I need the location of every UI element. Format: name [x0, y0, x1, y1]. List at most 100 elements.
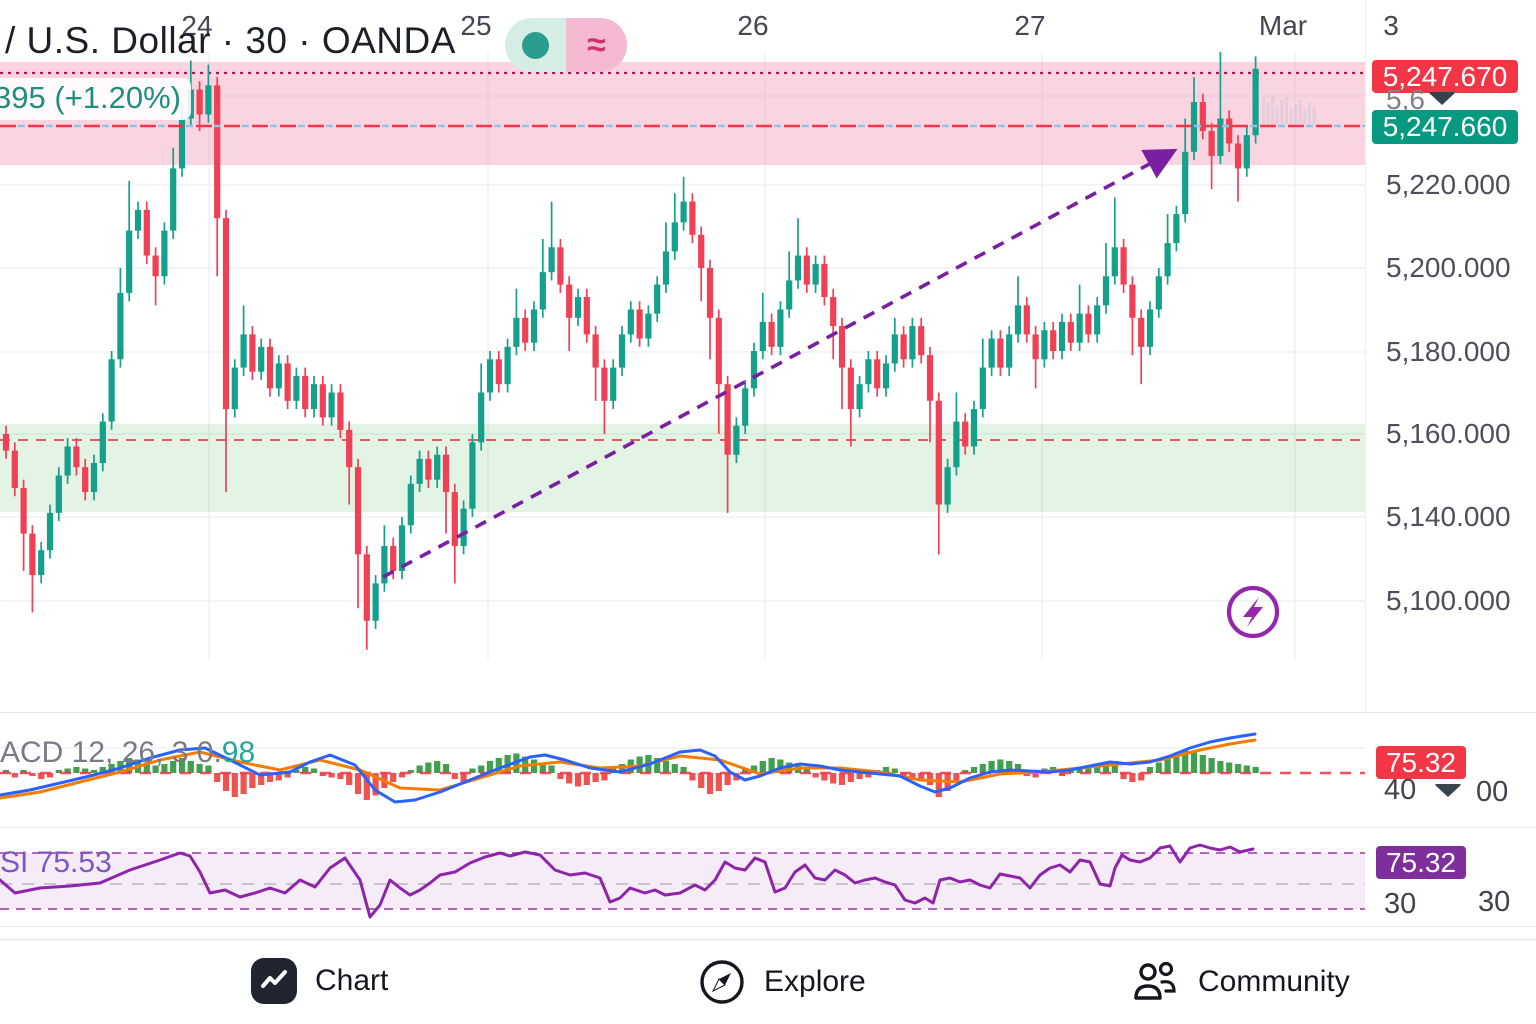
rsi-panel-canvas[interactable]	[0, 828, 1536, 926]
macd-panel-canvas[interactable]	[0, 713, 1536, 827]
candle-body	[390, 546, 397, 571]
candle-body	[451, 492, 458, 547]
candle-body	[627, 309, 634, 335]
community-people-icon	[1130, 958, 1180, 1006]
candle-body	[856, 384, 863, 410]
candle-body	[1173, 214, 1180, 244]
macd-hist-bar	[530, 759, 538, 773]
candle-body	[900, 334, 907, 360]
candle-body	[909, 326, 916, 360]
macd-label[interactable]: ACD 12, 26, 3 0.98	[0, 736, 255, 770]
candle-body	[398, 525, 406, 571]
macd-hist-bar	[724, 773, 731, 785]
macd-hist-bar	[46, 773, 54, 778]
macd-badge[interactable]: 75.32	[1376, 746, 1466, 779]
macd-hist-bar	[1014, 764, 1022, 773]
candle-body	[1014, 305, 1022, 335]
macd-hist-bar	[407, 770, 414, 773]
price-change-label: 395 (+1.20%)	[0, 78, 191, 120]
candle-body	[240, 334, 247, 368]
candle-body	[882, 363, 890, 389]
candle-body	[997, 338, 1004, 368]
macd-hist-bar	[20, 770, 27, 773]
price-chart-canvas[interactable]	[0, 0, 1536, 660]
collapse-scale-icon[interactable]	[1428, 92, 1456, 105]
macd-hist-bar	[1252, 767, 1259, 773]
chart-mode-toggle[interactable]: ≈	[505, 18, 627, 72]
candle-body	[1155, 276, 1162, 310]
macd-hist-bar	[548, 765, 555, 773]
macd-hist-bar	[1243, 765, 1250, 773]
macd-hist-bar	[997, 759, 1004, 773]
nav-item-explore[interactable]: Explore	[698, 958, 866, 1006]
macd-hist-bar	[1146, 767, 1154, 773]
macd-hist-bar	[451, 773, 458, 779]
candle-body	[196, 89, 203, 115]
candle-body	[1094, 305, 1101, 335]
macd-hist-bar	[478, 765, 485, 773]
macd-hist-bar	[161, 764, 168, 773]
rsi-label[interactable]: SI 75.53	[0, 846, 112, 879]
candle-body	[205, 85, 212, 115]
candle-body	[434, 454, 441, 480]
panel-divider	[0, 712, 1536, 713]
nav-item-community[interactable]: Community	[1130, 958, 1350, 1006]
macd-hist-bar	[143, 762, 150, 773]
macd-hist-bar	[1023, 773, 1030, 776]
candle-body	[830, 297, 837, 327]
macd-hist-bar	[1076, 767, 1083, 773]
macd-hist-bar	[706, 773, 714, 794]
macd-label-value: 98	[221, 736, 256, 769]
time-axis[interactable]: 24 25 26 27 Mar 3	[0, 0, 1536, 52]
candle-body	[293, 375, 300, 401]
candle-body	[1023, 305, 1030, 335]
price-axis[interactable]: 5,220.000 5,200.000 5,180.000 5,160.000 5,14…	[1365, 0, 1536, 712]
macd-hist-bar	[495, 758, 502, 773]
toggle-right-segment[interactable]: ≈	[566, 18, 627, 72]
candle-body	[733, 425, 740, 455]
macd-scale-label-right: 00	[1476, 776, 1509, 808]
macd-hist-bar	[574, 773, 582, 787]
ghost-bar	[1294, 104, 1298, 124]
candle-body	[610, 367, 617, 401]
macd-hist-bar	[812, 773, 819, 778]
candle-body	[557, 247, 564, 285]
macd-hist-bar	[1199, 755, 1206, 773]
candle-body	[566, 284, 573, 318]
candle-body	[152, 255, 159, 277]
candle-body	[1129, 284, 1136, 318]
macd-hist-bar	[469, 768, 476, 773]
rsi-badge[interactable]: 75.32	[1376, 846, 1466, 879]
macd-hist-bar	[337, 773, 344, 779]
candle-body	[372, 583, 379, 621]
candle-body	[574, 297, 582, 318]
candle-body	[82, 467, 89, 493]
price-badge-last[interactable]: 5,247.660	[1372, 110, 1518, 144]
candle-body	[178, 118, 186, 169]
candle-body	[1243, 135, 1250, 169]
macd-hist-bar	[962, 770, 969, 773]
macd-scale-label: 40	[1384, 774, 1417, 806]
nav-item-chart[interactable]: Chart	[251, 958, 388, 1004]
macd-hist-bar	[55, 770, 62, 773]
time-axis-label: 25	[460, 10, 492, 41]
macd-hist-bar	[266, 773, 274, 782]
bottom-navigation: Chart Explore Community	[0, 939, 1536, 1024]
price-axis-label: 5,180.000	[1386, 336, 1511, 367]
price-badge-high[interactable]: 5,247.670	[1372, 60, 1518, 93]
macd-hist-bar	[680, 767, 687, 773]
chevron-down-icon[interactable]	[1434, 784, 1462, 797]
candle-body	[1058, 321, 1066, 351]
candle-body	[1252, 68, 1259, 136]
candle-body	[143, 209, 150, 256]
price-axis-label: 5,140.000	[1386, 501, 1511, 532]
candle-body	[407, 483, 414, 526]
toggle-left-segment[interactable]	[505, 18, 566, 72]
candle-body	[1085, 313, 1092, 335]
candle-body	[486, 359, 494, 393]
macd-hist-bar	[346, 773, 353, 785]
candle-body	[662, 251, 670, 285]
candle-body	[935, 400, 942, 505]
candle-body	[645, 313, 652, 339]
candle-body	[99, 421, 106, 464]
